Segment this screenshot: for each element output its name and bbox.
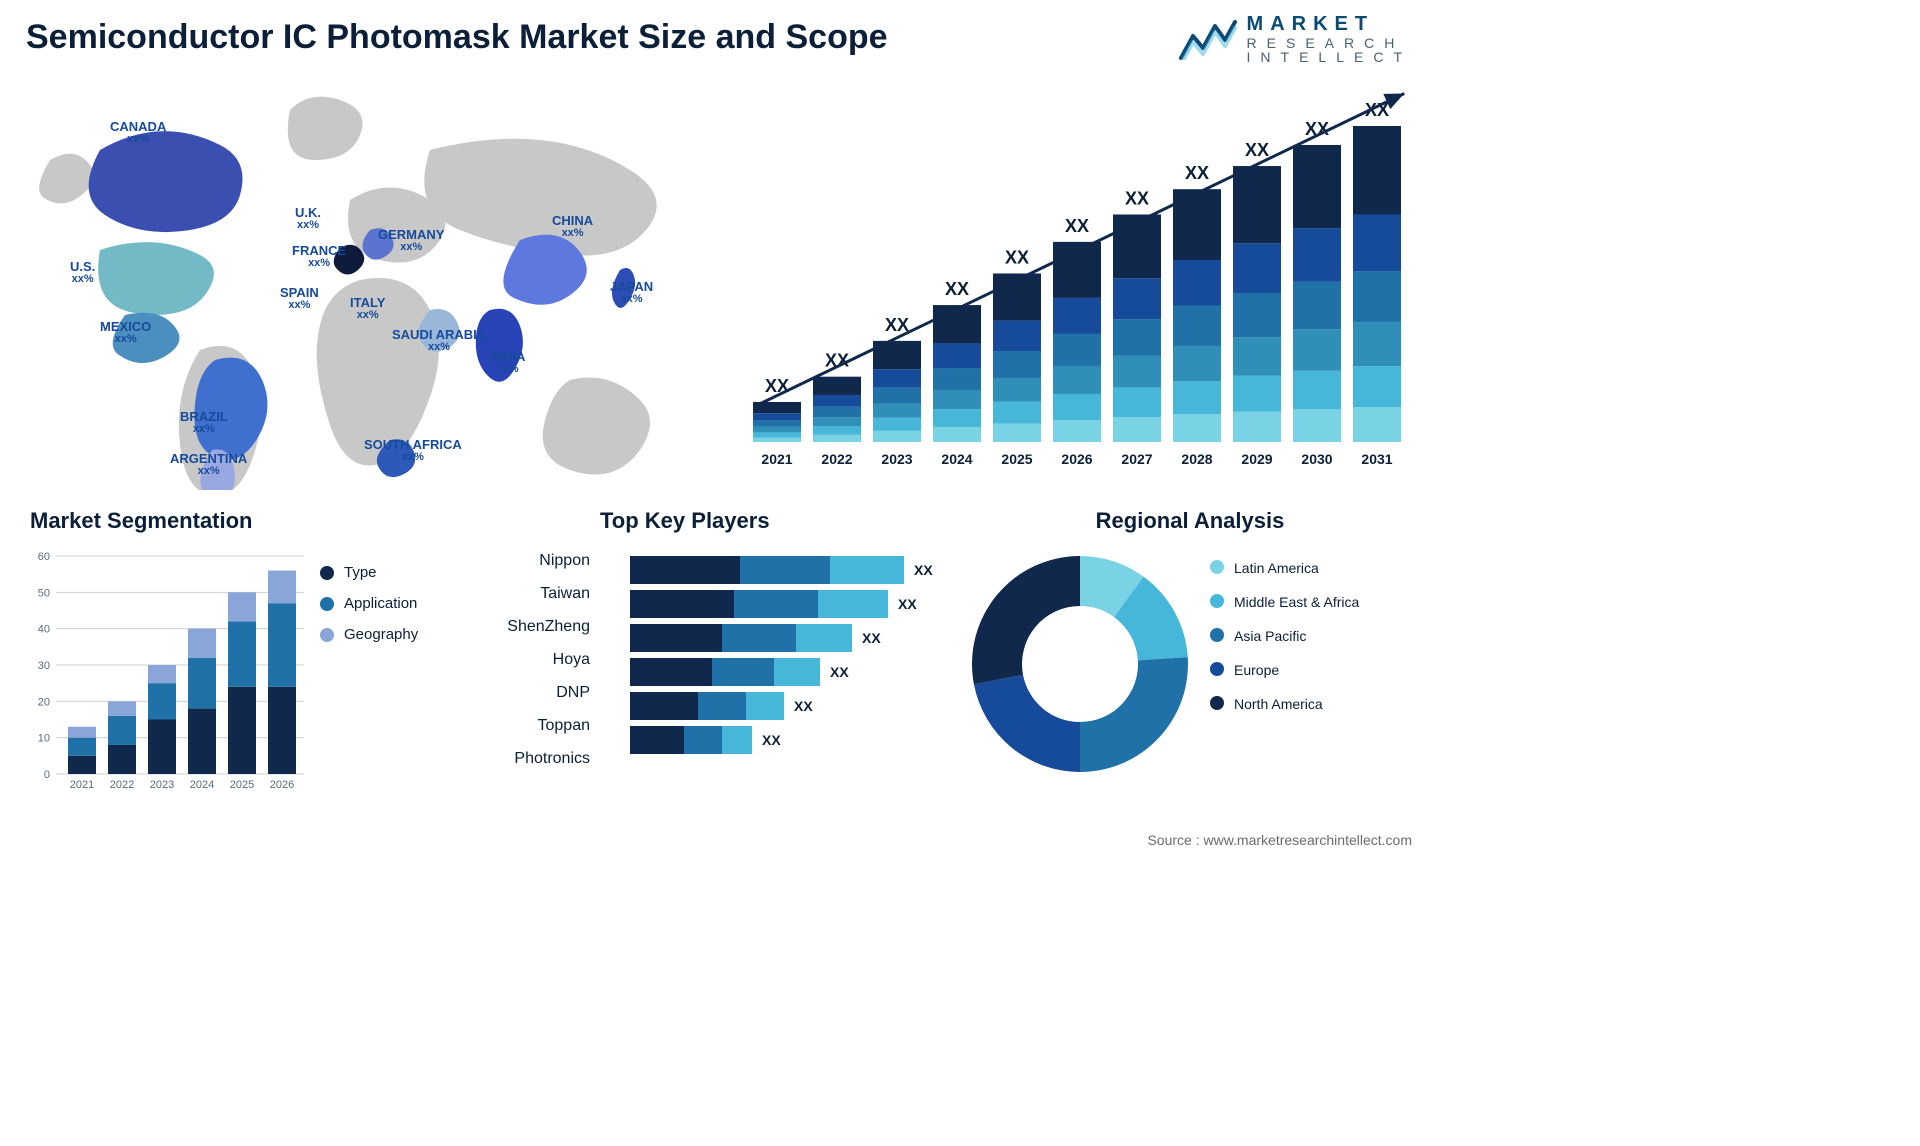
svg-text:XX: XX [1065,216,1089,236]
legend-item: Application [320,595,418,612]
svg-text:XX: XX [1005,247,1029,267]
players-panel: Top Key Players NipponTaiwanShenZhengHoy… [460,508,1000,808]
map-label: CHINAxx% [552,214,593,239]
player-name: Hoya [460,643,590,676]
player-value: XX [830,664,849,680]
player-name: Taiwan [460,577,590,610]
svg-text:XX: XX [885,315,909,335]
players-name-list: NipponTaiwanShenZhengHoyaDNPToppanPhotro… [460,544,590,775]
svg-text:2023: 2023 [881,451,912,467]
players-title: Top Key Players [600,508,1000,534]
svg-text:2022: 2022 [821,451,852,467]
svg-text:60: 60 [38,551,50,563]
svg-text:2027: 2027 [1121,451,1152,467]
segmentation-chart: 0 10 20 30 40 50 60 2021 2022 2023 2024 2025 2026 [30,548,310,798]
svg-text:2021: 2021 [761,451,792,467]
map-label: SPAINxx% [280,286,319,311]
brand-logo: MARKET RESEARCH INTELLECT [1179,14,1412,64]
logo-text-1: MARKET [1247,14,1412,34]
map-label: SAUDI ARABIAxx% [392,328,486,353]
svg-text:2022: 2022 [110,779,134,791]
svg-text:XX: XX [1125,188,1149,208]
svg-text:XX: XX [945,279,969,299]
svg-text:XX: XX [1185,163,1209,183]
svg-text:XX: XX [1245,140,1269,160]
legend-item: Geography [320,626,418,643]
map-label: SOUTH AFRICAxx% [364,438,462,463]
player-name: Photronics [460,742,590,775]
player-value: XX [898,596,917,612]
map-label: GERMANYxx% [378,228,444,253]
player-bar-row: XX [630,590,970,618]
svg-text:2030: 2030 [1301,451,1332,467]
page-title: Semiconductor IC Photomask Market Size a… [26,18,888,57]
region-legend: Latin America Middle East & Africa Asia Pa… [1210,560,1359,730]
player-value: XX [794,698,813,714]
svg-text:2021: 2021 [70,779,94,791]
svg-text:2031: 2031 [1361,451,1392,467]
legend-item: Middle East & Africa [1210,594,1359,610]
svg-text:0: 0 [44,769,50,781]
svg-text:30: 30 [38,660,50,672]
player-name: Nippon [460,544,590,577]
legend-item: Asia Pacific [1210,628,1359,644]
segmentation-legend: Type Application Geography [320,564,418,657]
world-map: CANADAxx% U.S.xx% MEXICOxx% BRAZILxx% ARGENT… [30,80,700,490]
svg-text:2029: 2029 [1241,451,1272,467]
map-label: JAPANxx% [610,280,653,305]
region-donut-chart [970,552,1190,772]
player-bar-row: XX [630,556,970,584]
player-bar-row: XX [630,726,970,754]
legend-item: Type [320,564,418,581]
map-label: ITALYxx% [350,296,385,321]
legend-item: North America [1210,696,1359,712]
svg-text:2026: 2026 [1061,451,1092,467]
svg-text:2024: 2024 [941,451,972,467]
forecast-bar-chart: XX 2021 XX 2022 XX 2023 XX 2024 XX 2025 XX 2026 XX 20… [742,86,1412,490]
map-label: ARGENTINAxx% [170,452,247,477]
player-value: XX [914,562,933,578]
legend-item: Europe [1210,662,1359,678]
logo-text-3: INTELLECT [1247,50,1412,64]
player-bar-row: XX [630,658,970,686]
map-label: INDIAxx% [490,350,525,375]
svg-text:2028: 2028 [1181,451,1212,467]
map-label: FRANCExx% [292,244,346,269]
player-value: XX [862,630,881,646]
player-bar-row: XX [630,624,970,652]
svg-text:2025: 2025 [230,779,254,791]
svg-text:50: 50 [38,587,50,599]
source-label: Source : www.marketresearchintellect.com [1147,832,1412,848]
map-label: U.S.xx% [70,260,95,285]
player-name: Toppan [460,709,590,742]
player-value: XX [762,732,781,748]
map-label: CANADAxx% [110,120,166,145]
svg-text:2023: 2023 [150,779,174,791]
region-title: Regional Analysis [970,508,1410,534]
map-label: MEXICOxx% [100,320,151,345]
player-name: ShenZheng [460,610,590,643]
logo-mark-icon [1179,18,1237,60]
svg-text:40: 40 [38,624,50,636]
svg-text:2024: 2024 [190,779,214,791]
svg-text:20: 20 [38,696,50,708]
svg-text:10: 10 [38,733,50,745]
player-name: DNP [460,676,590,709]
map-label: BRAZILxx% [180,410,228,435]
region-panel: Regional Analysis Latin America Middle Ea… [970,508,1410,808]
logo-text-2: RESEARCH [1247,36,1412,50]
legend-item: Latin America [1210,560,1359,576]
player-bar-row: XX [630,692,970,720]
players-bars: XX XX XX XX XX XX [630,556,970,760]
svg-text:2025: 2025 [1001,451,1032,467]
svg-text:2026: 2026 [270,779,294,791]
map-label: U.K.xx% [295,206,321,231]
